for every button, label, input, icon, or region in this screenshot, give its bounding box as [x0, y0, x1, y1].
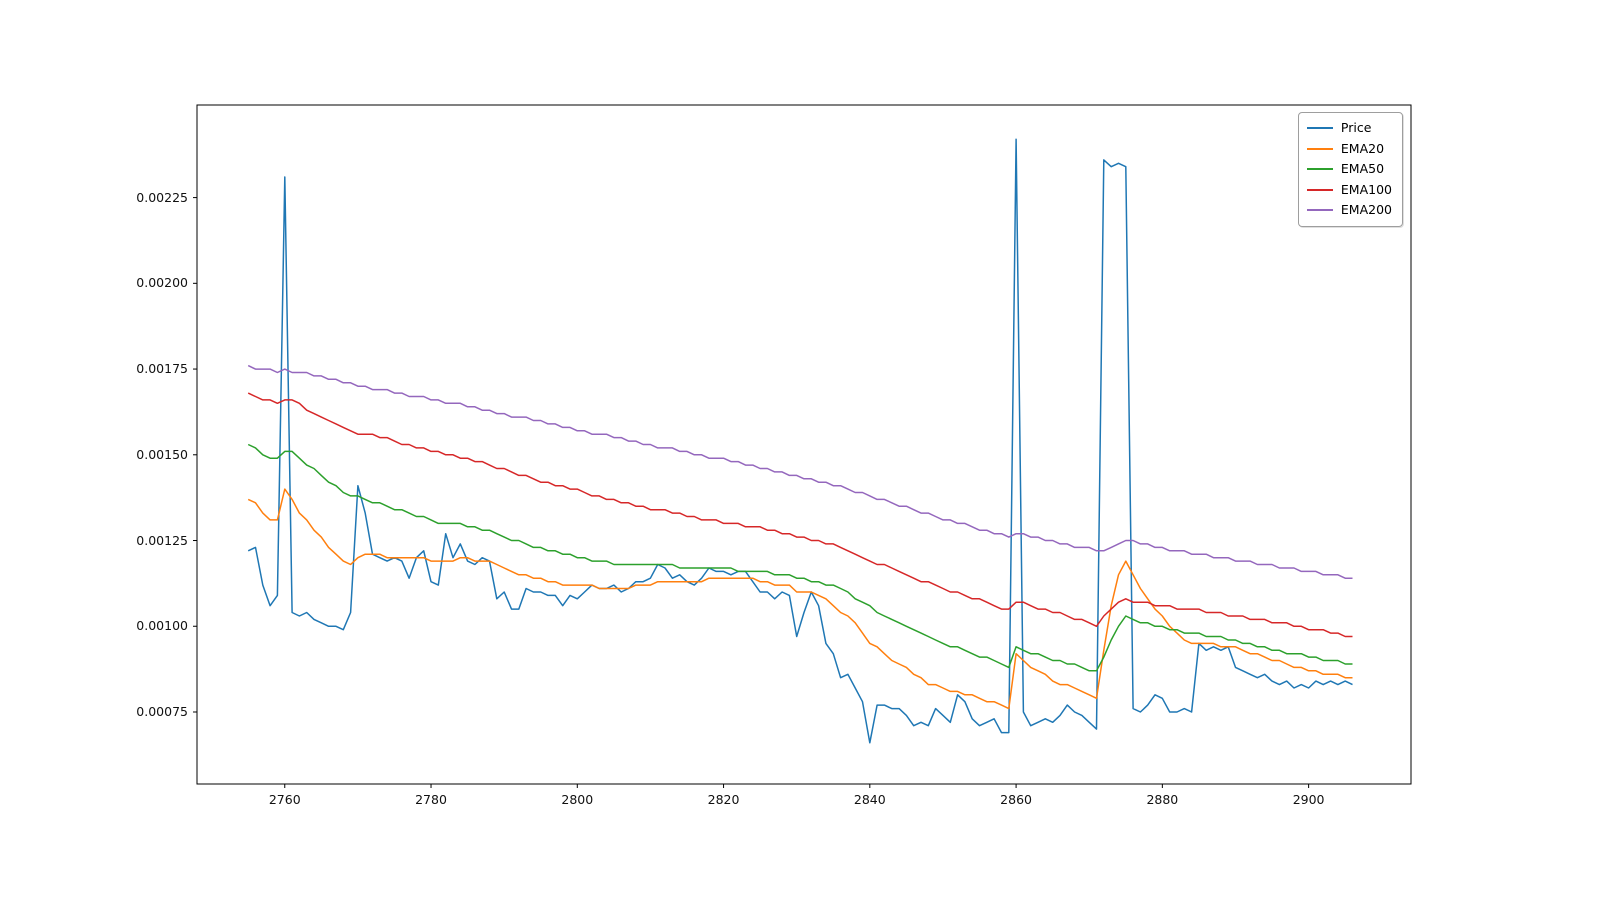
- legend-item-price: Price: [1306, 118, 1392, 139]
- legend-item-ema50: EMA50: [1306, 159, 1392, 180]
- legend-line-swatch: [1306, 147, 1333, 150]
- legend: Price EMA20 EMA50 EMA100 EMA200: [1297, 112, 1403, 227]
- x-tick-label: 2780: [415, 792, 447, 807]
- x-tick-label: 2820: [707, 792, 740, 807]
- ema200-line: [247, 364, 1353, 579]
- legend-label: EMA50: [1340, 161, 1385, 176]
- x-tick-label: 2880: [1146, 792, 1179, 807]
- legend-label: EMA200: [1340, 202, 1392, 217]
- y-tick-label: 0.00125: [136, 532, 188, 548]
- ema20-line: [247, 488, 1353, 710]
- axes-frame: [196, 104, 1412, 785]
- x-tick-label: 2840: [853, 792, 886, 807]
- y-tick-label: 0.00200: [136, 275, 188, 291]
- legend-item-ema200: EMA200: [1306, 200, 1392, 221]
- y-tick-label: 0.00150: [136, 446, 188, 462]
- x-tick-label: 2760: [268, 792, 301, 807]
- legend-line-swatch: [1306, 168, 1333, 171]
- legend-item-ema100: EMA100: [1306, 180, 1392, 201]
- ema50-line: [247, 443, 1353, 672]
- x-tick-label: 2800: [561, 792, 594, 807]
- y-tick-label: 0.00100: [136, 618, 188, 634]
- legend-line-swatch: [1306, 127, 1333, 130]
- legend-label: EMA100: [1340, 181, 1392, 197]
- x-tick-label: 2860: [1000, 792, 1032, 807]
- legend-label: EMA20: [1340, 140, 1385, 156]
- y-tick-label: 0.00075: [136, 703, 188, 719]
- legend-label: Price: [1340, 120, 1372, 135]
- legend-line-swatch: [1306, 188, 1333, 191]
- y-tick-label: 0.00225: [136, 189, 188, 205]
- y-tick-label: 0.00175: [136, 361, 188, 377]
- price-line: [247, 138, 1353, 744]
- x-tick-label: 2900: [1292, 792, 1325, 807]
- ema100-line: [247, 392, 1353, 638]
- legend-item-ema20: EMA20: [1306, 139, 1392, 160]
- legend-line-swatch: [1306, 209, 1333, 212]
